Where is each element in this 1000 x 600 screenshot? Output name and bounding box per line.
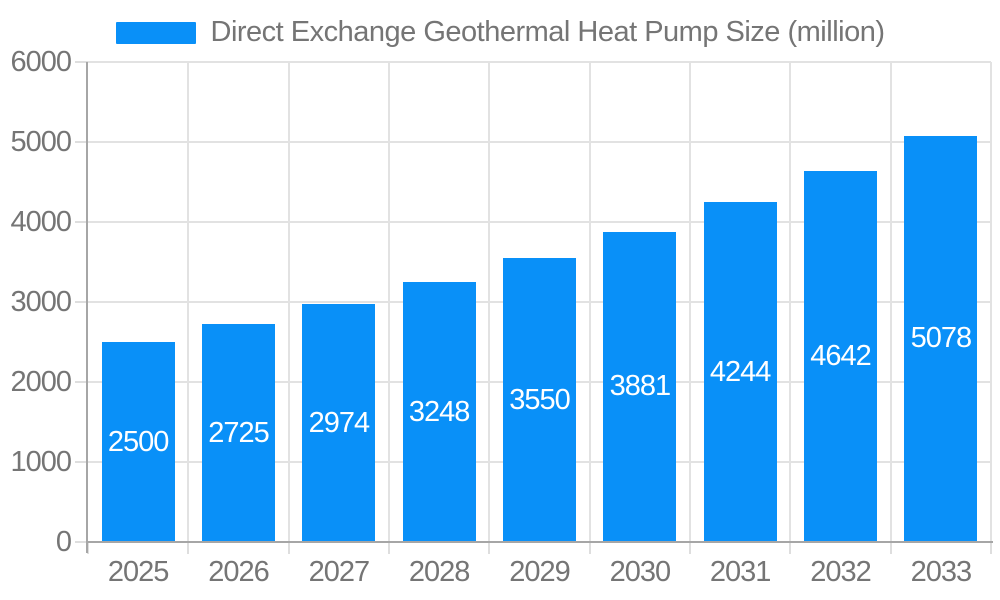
bar-value-label: 4244	[709, 355, 772, 388]
y-gridline	[88, 61, 991, 63]
y-axis-tick-label: 3000	[10, 286, 72, 318]
legend-swatch-icon	[115, 21, 196, 44]
bar[interactable]: 4244	[703, 202, 777, 542]
x-axis-tick-label: 2028	[408, 556, 471, 588]
bar[interactable]: 3550	[503, 258, 576, 542]
x-axis-tick-label: 2032	[810, 556, 872, 588]
x-gridline	[689, 62, 691, 542]
y-axis-tick	[75, 221, 88, 223]
y-axis-tick-label: 4000	[10, 206, 72, 238]
x-gridline	[990, 62, 992, 542]
bar[interactable]: 4642	[804, 170, 877, 542]
bar-value-label: 4642	[810, 339, 872, 372]
x-gridline	[388, 62, 390, 542]
bar[interactable]: 2500	[101, 342, 175, 542]
x-axis-tick-label: 2029	[509, 556, 571, 588]
legend-item[interactable]: Direct Exchange Geothermal Heat Pump Siz…	[0, 16, 1000, 49]
y-axis-tick-label: 2000	[10, 366, 72, 398]
bar-value-label: 2974	[308, 406, 371, 439]
bar-value-label: 3550	[509, 383, 571, 416]
bar[interactable]: 3248	[402, 282, 476, 542]
bar-value-label: 3881	[609, 370, 672, 403]
x-axis-line	[86, 541, 993, 543]
y-axis-tick-label: 0	[55, 526, 72, 558]
bar[interactable]: 5078	[904, 135, 978, 542]
y-axis-tick	[75, 461, 88, 463]
x-gridline	[488, 62, 491, 542]
x-axis-tick	[588, 543, 591, 554]
x-axis-tick-label: 2033	[910, 556, 973, 588]
x-gridline	[889, 62, 892, 542]
y-axis-tick	[75, 61, 88, 63]
y-axis-tick	[75, 141, 88, 143]
x-axis-tick-label: 2027	[308, 556, 371, 588]
legend-label: Direct Exchange Geothermal Heat Pump Siz…	[210, 16, 886, 48]
y-axis-tick	[75, 541, 88, 543]
y-axis-tick	[75, 381, 88, 383]
x-axis-tick	[187, 543, 190, 554]
x-axis-tick	[87, 543, 89, 554]
x-axis-tick	[789, 543, 792, 554]
x-gridline	[287, 62, 290, 542]
bar[interactable]: 3881	[603, 231, 677, 542]
y-gridline	[88, 141, 991, 143]
bar-value-label: 3248	[408, 395, 471, 428]
bar[interactable]: 2725	[202, 324, 275, 542]
x-axis-tick	[889, 543, 892, 554]
y-axis-tick-label: 6000	[10, 46, 72, 78]
x-gridline	[789, 62, 792, 542]
x-gridline	[187, 62, 190, 542]
x-axis-tick-label: 2030	[609, 556, 672, 588]
x-axis-tick	[488, 543, 491, 554]
y-axis-line	[86, 62, 88, 553]
y-axis-tick	[75, 301, 88, 303]
x-axis-tick-label: 2031	[709, 556, 772, 588]
bar[interactable]: 2974	[302, 304, 376, 542]
y-gridline	[88, 221, 991, 223]
y-axis-tick-label: 1000	[10, 446, 72, 478]
x-axis-tick-label: 2025	[107, 556, 170, 588]
x-axis-tick	[990, 543, 992, 554]
bar-value-label: 2725	[208, 416, 270, 449]
x-axis-tick	[287, 543, 290, 554]
x-gridline	[588, 62, 591, 542]
x-axis-tick	[689, 543, 691, 554]
bar-value-label: 5078	[910, 322, 973, 355]
x-axis-tick-label: 2026	[208, 556, 270, 588]
bar-value-label: 2500	[107, 425, 170, 458]
x-axis-tick	[388, 543, 390, 554]
y-axis-tick-label: 5000	[10, 126, 72, 158]
